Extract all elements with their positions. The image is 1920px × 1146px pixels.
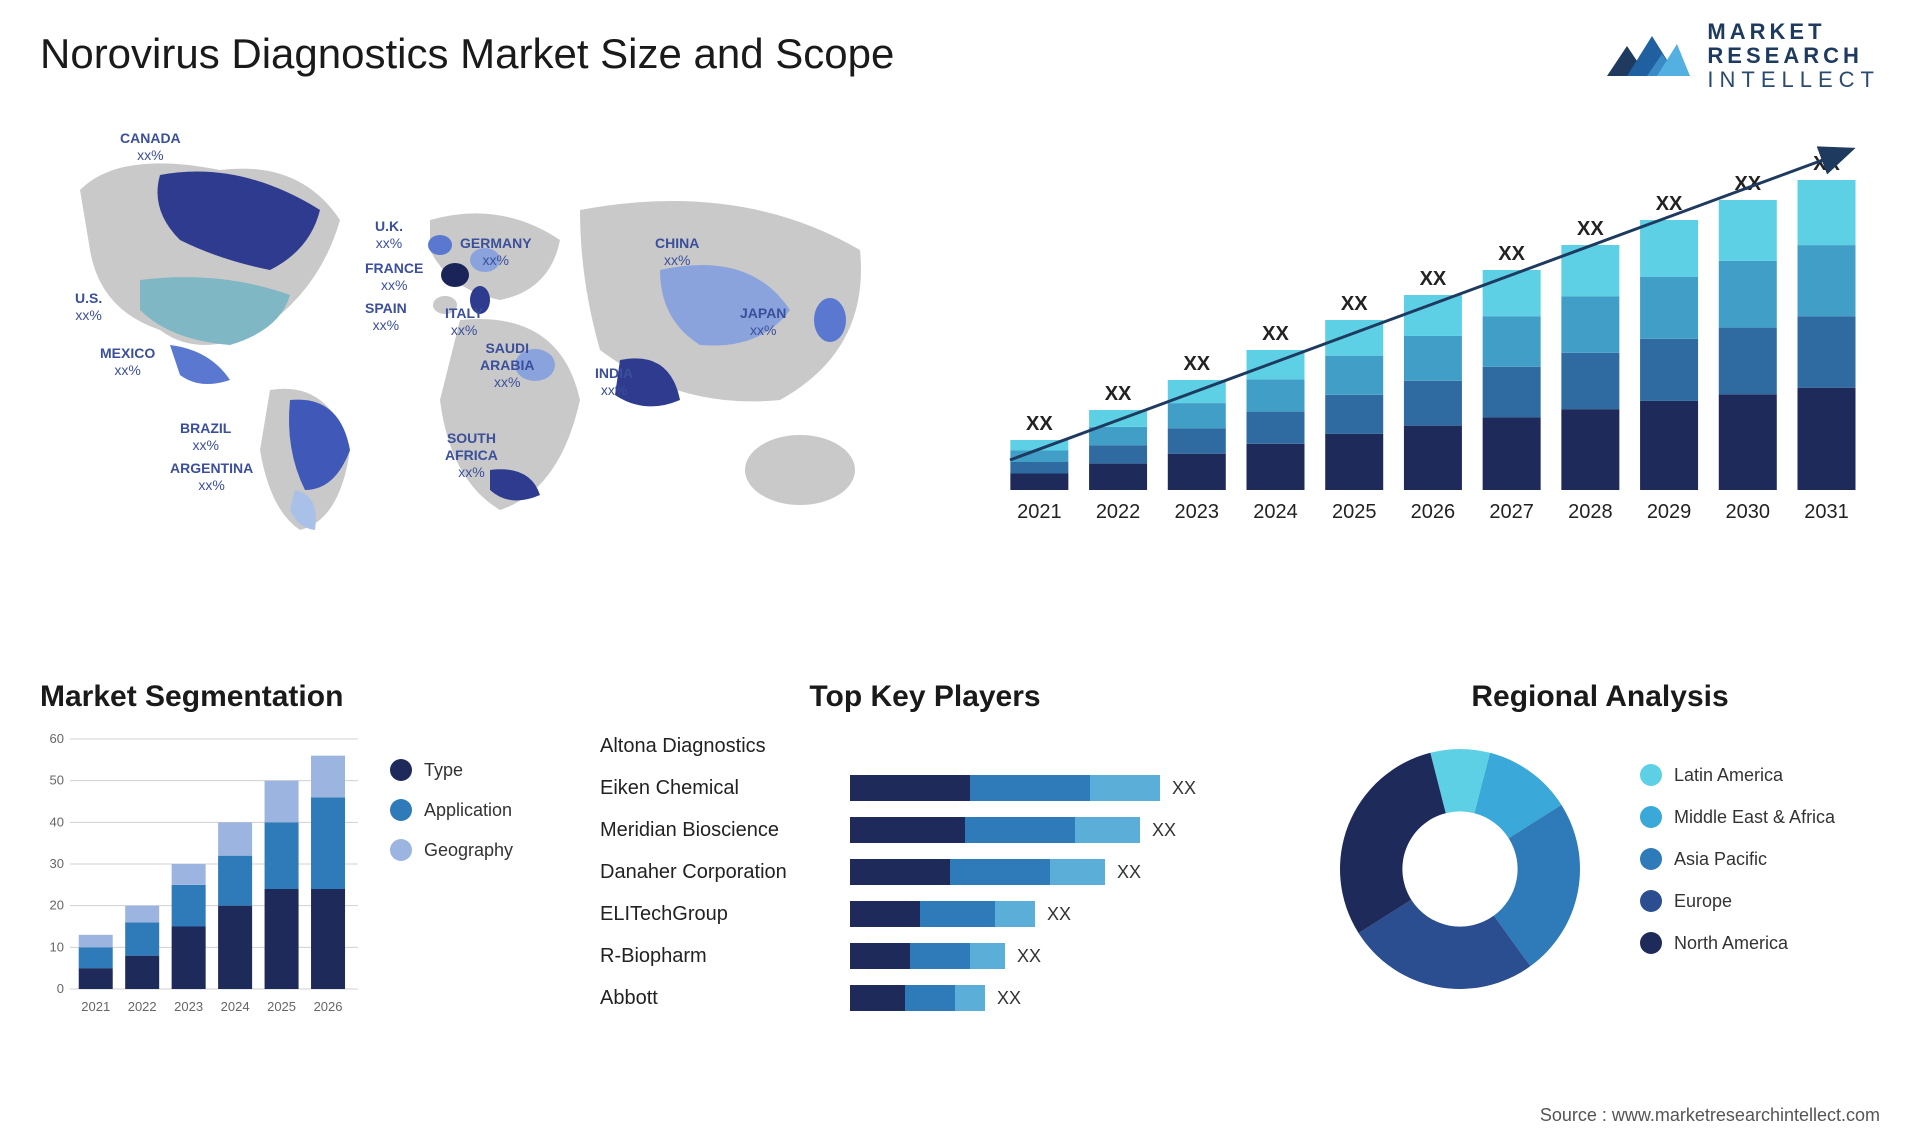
growth-bar-chart: XX 2021 XX 2022 XX 2023 XX 2024 XX 2025 XX 2026 XX 20…	[990, 130, 1880, 540]
regional-donut	[1320, 729, 1600, 1009]
legend-item: Middle East & Africa	[1640, 806, 1835, 828]
svg-text:2025: 2025	[1332, 501, 1377, 523]
svg-text:50: 50	[50, 773, 64, 788]
svg-text:2023: 2023	[174, 999, 203, 1014]
map-label: CHINAxx%	[655, 235, 699, 269]
keyplayer-value: XX	[1152, 820, 1176, 841]
svg-text:2028: 2028	[1568, 501, 1613, 523]
legend-item: Geography	[390, 839, 513, 861]
map-label: U.S.xx%	[75, 290, 102, 324]
map-label: MEXICOxx%	[100, 345, 155, 379]
svg-text:XX: XX	[1262, 323, 1289, 345]
svg-text:XX: XX	[1498, 243, 1525, 265]
keyplayer-value: XX	[1017, 946, 1041, 967]
svg-text:2026: 2026	[314, 999, 343, 1014]
svg-text:2021: 2021	[1017, 501, 1062, 523]
svg-text:2027: 2027	[1489, 501, 1534, 523]
regional-title: Regional Analysis	[1320, 680, 1880, 714]
svg-text:2025: 2025	[267, 999, 296, 1014]
logo-line1: MARKET	[1707, 20, 1880, 44]
keyplayer-value: XX	[1117, 862, 1141, 883]
map-label: CANADAxx%	[120, 130, 181, 164]
legend-item: North America	[1640, 932, 1835, 954]
map-label: ITALYxx%	[445, 305, 483, 339]
svg-text:XX: XX	[1026, 413, 1053, 435]
keyplayer-label: ELITechGroup	[600, 903, 850, 926]
segmentation-chart: 0 10 20 30 40 50 60 2021 2022 2023 2024 2025 2026	[40, 729, 360, 1019]
regional-section: Regional Analysis Latin America Middle Ea…	[1320, 680, 1880, 1009]
keyplayer-value: XX	[1047, 904, 1071, 925]
svg-text:XX: XX	[1105, 383, 1132, 405]
keyplayer-row: Eiken Chemical XX	[600, 771, 1250, 805]
keyplayer-label: Eiken Chemical	[600, 777, 850, 800]
keyplayer-row: Meridian Bioscience XX	[600, 813, 1250, 847]
keyplayer-row: R-Biopharm XX	[600, 939, 1250, 973]
brand-logo: MARKET RESEARCH INTELLECT	[1602, 20, 1880, 93]
svg-text:0: 0	[57, 981, 64, 996]
map-label: SAUDIARABIAxx%	[480, 340, 534, 390]
keyplayer-value: XX	[997, 988, 1021, 1009]
segmentation-legend: Type Application Geography	[390, 729, 513, 1019]
svg-text:XX: XX	[1577, 218, 1604, 240]
source-line: Source : www.marketresearchintellect.com	[1540, 1105, 1880, 1126]
keyplayer-row: Abbott XX	[600, 981, 1250, 1015]
logo-line3: INTELLECT	[1707, 68, 1880, 92]
legend-item: Type	[390, 759, 513, 781]
svg-text:2022: 2022	[1096, 501, 1141, 523]
svg-text:2021: 2021	[81, 999, 110, 1014]
svg-text:30: 30	[50, 856, 64, 871]
segmentation-title: Market Segmentation	[40, 680, 560, 714]
keyplayer-label: R-Biopharm	[600, 945, 850, 968]
svg-text:2023: 2023	[1175, 501, 1220, 523]
legend-item: Asia Pacific	[1640, 848, 1835, 870]
svg-text:XX: XX	[1341, 293, 1368, 315]
svg-text:XX: XX	[1420, 268, 1447, 290]
logo-line2: RESEARCH	[1707, 44, 1880, 68]
legend-item: Europe	[1640, 890, 1835, 912]
logo-text: MARKET RESEARCH INTELLECT	[1707, 20, 1880, 93]
world-map: CANADAxx% U.S.xx% MEXICOxx% BRAZILxx% ARGENT…	[40, 130, 930, 550]
legend-item: Latin America	[1640, 764, 1835, 786]
svg-text:2022: 2022	[128, 999, 157, 1014]
keyplayer-row: ELITechGroup XX	[600, 897, 1250, 931]
regional-legend: Latin America Middle East & Africa Asia Pa…	[1640, 764, 1835, 974]
svg-text:2026: 2026	[1411, 501, 1456, 523]
page-title: Norovirus Diagnostics Market Size and Sc…	[40, 30, 894, 78]
keyplayer-label: Danaher Corporation	[600, 861, 850, 884]
keyplayer-label: Abbott	[600, 987, 850, 1010]
keyplayer-row: Danaher Corporation XX	[600, 855, 1250, 889]
keyplayers-section: Top Key Players Altona Diagnostics Eiken …	[600, 680, 1250, 1023]
map-label: SOUTHAFRICAxx%	[445, 430, 498, 480]
legend-item: Application	[390, 799, 513, 821]
keyplayer-label: Altona Diagnostics	[600, 735, 850, 758]
map-label: BRAZILxx%	[180, 420, 231, 454]
keyplayers-title: Top Key Players	[600, 680, 1250, 714]
map-label: INDIAxx%	[595, 365, 633, 399]
svg-text:XX: XX	[1183, 353, 1210, 375]
svg-text:2031: 2031	[1804, 501, 1849, 523]
svg-text:40: 40	[50, 814, 64, 829]
svg-text:2029: 2029	[1647, 501, 1692, 523]
svg-text:20: 20	[50, 898, 64, 913]
map-label: ARGENTINAxx%	[170, 460, 253, 494]
map-label: JAPANxx%	[740, 305, 786, 339]
svg-text:10: 10	[50, 939, 64, 954]
map-label: FRANCExx%	[365, 260, 423, 294]
map-label: U.K.xx%	[375, 218, 403, 252]
logo-icon	[1602, 26, 1692, 86]
keyplayer-row: Altona Diagnostics	[600, 729, 1250, 763]
svg-text:2024: 2024	[1253, 501, 1298, 523]
segmentation-section: Market Segmentation 0 10 20 30 40 50 60 2021 202…	[40, 680, 560, 1019]
svg-text:2030: 2030	[1726, 501, 1771, 523]
map-label: GERMANYxx%	[460, 235, 532, 269]
svg-text:60: 60	[50, 731, 64, 746]
map-label: SPAINxx%	[365, 300, 407, 334]
svg-text:2024: 2024	[221, 999, 250, 1014]
keyplayer-label: Meridian Bioscience	[600, 819, 850, 842]
keyplayer-value: XX	[1172, 778, 1196, 799]
